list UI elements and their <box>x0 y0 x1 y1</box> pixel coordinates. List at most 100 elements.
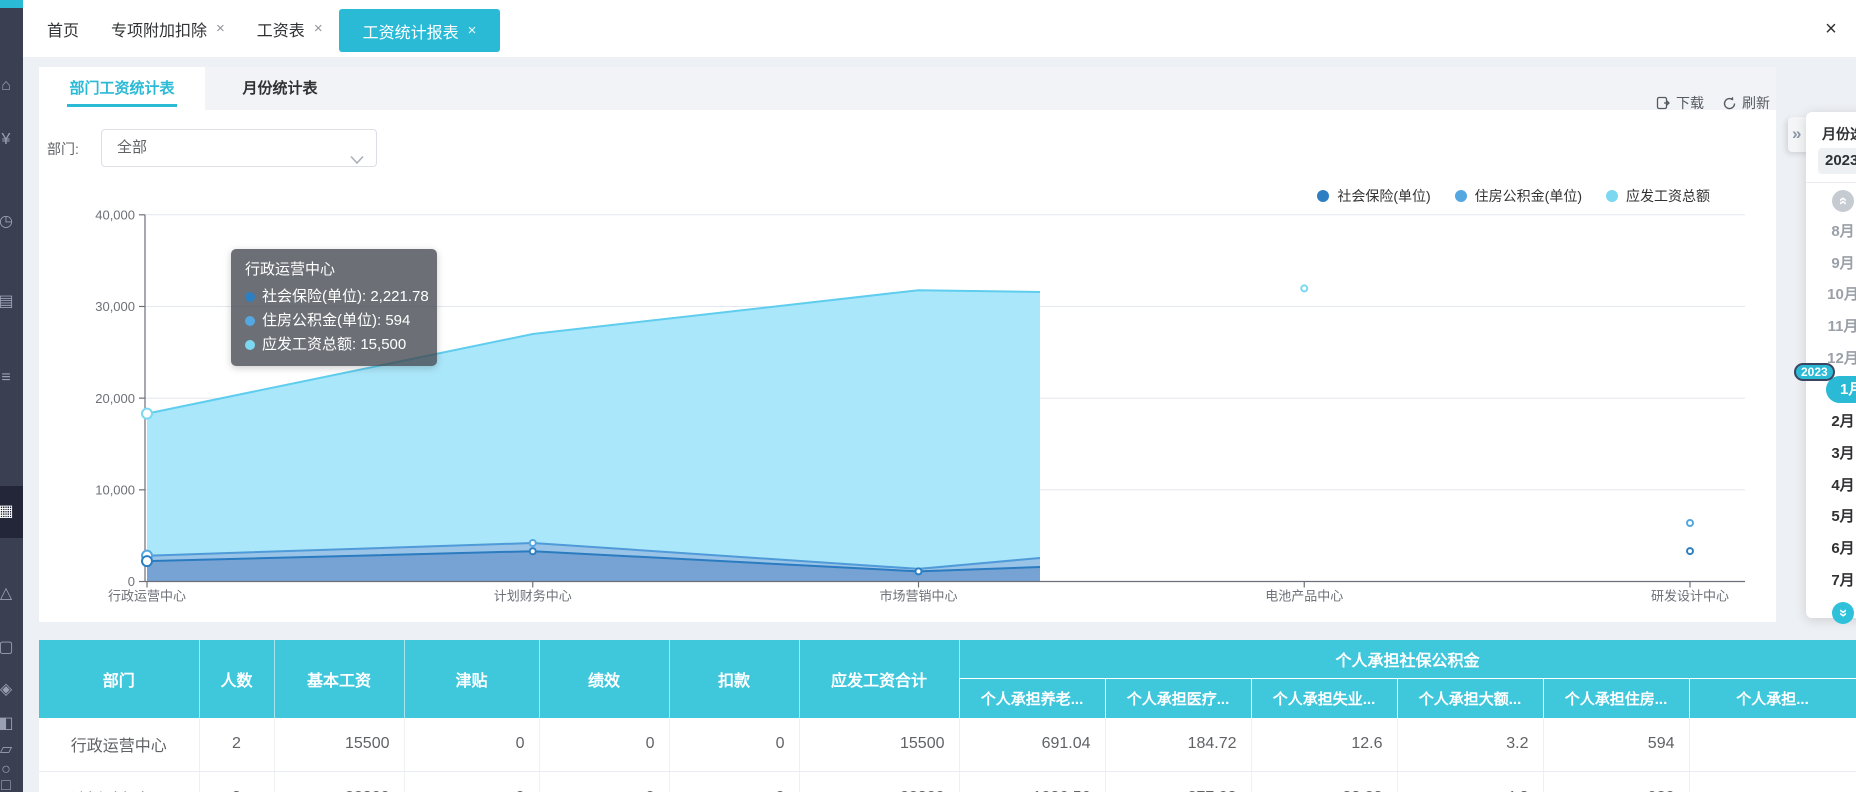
table-row[interactable]: 行政运营中心 2 15500 0 0 0 15500 691.04 184.72 12.6 3.2 5… <box>39 718 1856 772</box>
tab-department-salary[interactable]: 部门工资统计表 <box>39 67 205 110</box>
legend-label: 应发工资总额 <box>1626 188 1710 204</box>
left-sidebar: ⌂ ¥ ◷ ▤ ≡ ▦ △ ▢ ◈ ◧ ▱ ○ □ <box>0 0 23 792</box>
tab-item[interactable]: 工资统计报表 × <box>338 9 501 52</box>
sidebar-accent-bar <box>0 0 23 8</box>
tooltip-text: 应发工资总额: 15,500 <box>262 336 407 353</box>
tab-label: 首页 <box>47 22 80 40</box>
tab-close-icon[interactable]: × <box>216 20 225 37</box>
legend-label: 住房公积金(单位) <box>1474 188 1582 204</box>
legend-item[interactable]: 住房公积金(单位) <box>1454 186 1582 206</box>
tab-label: 工资表 <box>256 22 305 40</box>
table-column-header: 津贴 <box>404 640 540 718</box>
table-cell: 930 <box>1543 771 1690 792</box>
month-item[interactable]: 12月 <box>1827 349 1856 367</box>
month-item[interactable]: 10月 <box>1827 286 1856 304</box>
box-icon[interactable]: □ <box>1 777 11 792</box>
series-dot-icon <box>245 292 255 302</box>
salary-grid-icon[interactable]: ▦ <box>0 503 14 520</box>
svg-text:40,000: 40,000 <box>95 208 135 223</box>
clock-icon[interactable]: ◷ <box>0 213 13 230</box>
legend-item[interactable]: 社会保险(单位) <box>1317 186 1431 206</box>
currency-icon[interactable]: ¥ <box>1 131 11 148</box>
month-item[interactable]: 11月 <box>1827 318 1856 336</box>
table-cell: 0 <box>404 771 540 792</box>
circle-icon[interactable]: ○ <box>1 761 11 778</box>
table-subcolumn-header: 个人承担养老... <box>959 678 1106 718</box>
month-item-active[interactable]: 2023 1月 <box>1794 363 1856 406</box>
window-icon[interactable]: ▢ <box>0 639 14 656</box>
table-column-header: 部门 <box>39 640 200 718</box>
download-icon <box>1656 96 1671 111</box>
month-item[interactable]: 2月 <box>1831 413 1855 431</box>
table-cell: 2 <box>199 718 275 772</box>
month-item[interactable]: 4月 <box>1831 476 1855 494</box>
month-item[interactable]: 3月 <box>1831 444 1855 462</box>
salary-area-chart[interactable]: 0 10,000 20,000 30,000 40,000 行政运营中心 计划财务中心 市场营… <box>39 200 1776 622</box>
month-item[interactable]: 6月 <box>1831 539 1855 557</box>
table-subcolumn-header: 个人承担... <box>1689 678 1856 718</box>
tab-close-icon[interactable]: × <box>313 20 323 37</box>
tab-item[interactable]: 工资表 × <box>241 0 339 57</box>
table-cell: 计划财务中心 <box>39 771 200 792</box>
table-row[interactable]: 计划财务中心322800000228001036.56277.0838.234.… <box>39 771 1856 792</box>
home-icon[interactable]: ⌂ <box>1 77 11 94</box>
tab-month-statistics[interactable]: 月份统计表 <box>242 80 318 97</box>
menu-icon[interactable]: ≡ <box>1 369 11 386</box>
table-cell: 0 <box>404 718 540 772</box>
active-month-pill[interactable]: 1月 <box>1826 376 1856 404</box>
table-cell: 0 <box>539 771 670 792</box>
table-cell: 0 <box>669 771 800 792</box>
table-column-header: 人数 <box>199 640 275 718</box>
month-scroll-down-button[interactable]: « <box>1832 602 1854 625</box>
department-select[interactable]: 全部 <box>101 129 377 167</box>
month-item[interactable]: 7月 <box>1831 571 1855 589</box>
double-chevron-right-icon: » <box>1792 124 1802 143</box>
double-chevron-up-icon: « <box>1835 196 1852 206</box>
flag-icon[interactable]: △ <box>0 585 13 602</box>
document-icon[interactable]: ▤ <box>0 293 14 310</box>
table-column-header: 扣款 <box>669 640 800 718</box>
card-icon[interactable]: ▱ <box>0 741 13 758</box>
download-label: 下载 <box>1676 95 1704 111</box>
panel-icon[interactable]: ◧ <box>0 715 14 732</box>
table-cell <box>1689 771 1856 792</box>
tooltip-row: 应发工资总额: 15,500 <box>245 333 423 357</box>
tab-item[interactable]: 首页 <box>31 0 95 57</box>
table-cell: 0 <box>539 718 670 772</box>
download-button[interactable]: 下载 <box>1656 93 1704 113</box>
table-cell: 0 <box>669 718 800 772</box>
table-cell: 1036.56 <box>959 771 1106 792</box>
legend-dot-icon <box>1317 190 1330 202</box>
table-cell: 行政运营中心 <box>39 718 200 772</box>
legend-label: 社会保险(单位) <box>1337 188 1431 204</box>
sidebar-active-highlight <box>0 486 23 538</box>
month-item[interactable]: 8月 <box>1831 223 1855 240</box>
chart-card: 部门工资统计表 月份统计表 下载 刷新 部门: 全部 社会保险(单位) 住房公积金… <box>39 67 1776 622</box>
tab-item[interactable]: 专项附加扣除 × <box>95 0 241 57</box>
close-all-tabs-button[interactable]: × <box>1825 18 1837 40</box>
month-item[interactable]: 9月 <box>1831 254 1855 272</box>
legend-item[interactable]: 应发工资总额 <box>1606 186 1710 206</box>
refresh-button[interactable]: 刷新 <box>1722 93 1770 113</box>
diamond-icon[interactable]: ◈ <box>0 681 13 698</box>
table-cell: 184.72 <box>1105 718 1252 772</box>
legend-dot-icon <box>1454 190 1467 202</box>
subtab-strip: 部门工资统计表 月份统计表 <box>39 67 1776 110</box>
svg-text:市场营销中心: 市场营销中心 <box>879 589 957 604</box>
svg-text:电池产品中心: 电池产品中心 <box>1265 589 1343 604</box>
month-scroll-up-button[interactable]: « <box>1832 190 1854 212</box>
table-subcolumn-header: 个人承担大额... <box>1397 678 1544 718</box>
table-cell: 38.23 <box>1251 771 1398 792</box>
salary-table-card: 部门 人数 基本工资 津贴 绩效 扣款 应发工资合计 个人承担社保公积金 个人承担养老... 个人… <box>39 640 1856 792</box>
table-cell: 594 <box>1543 718 1690 772</box>
divider <box>1806 182 1856 183</box>
chevron-down-icon <box>350 143 364 179</box>
tooltip-title: 行政运营中心 <box>245 261 336 278</box>
table-cell: 4.8 <box>1397 771 1544 792</box>
month-item[interactable]: 5月 <box>1831 508 1855 526</box>
tooltip-rows: 社会保险(单位): 2,221.78 住房公积金(单位): 594 应发工资总额: … <box>245 285 429 357</box>
month-list: « 8月 9月 10月 11月 12月 2023 1月 2月 3月 4月 5月 6月 7月 « <box>1794 184 1856 628</box>
tab-close-icon[interactable]: × <box>467 22 477 39</box>
table-cell: 3 <box>199 771 275 792</box>
